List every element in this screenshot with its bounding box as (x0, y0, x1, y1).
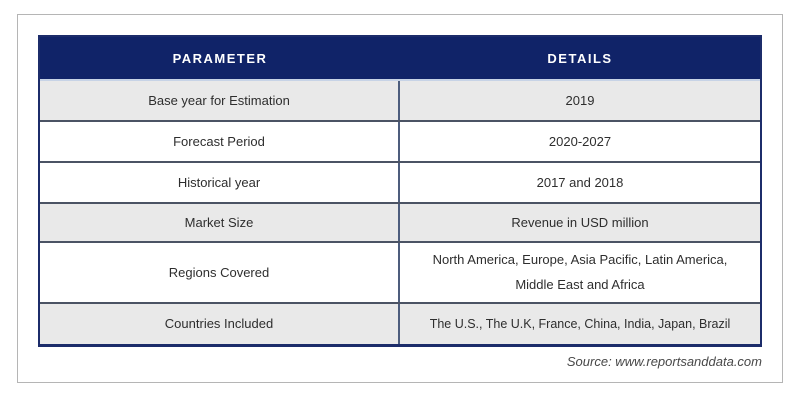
table-row-market-size: Market Size Revenue in USD million (40, 202, 760, 241)
parameter-cell: Market Size (40, 204, 400, 241)
details-cell: The U.S., The U.K, France, China, India,… (429, 316, 731, 331)
details-cell: 2019 (565, 92, 595, 108)
parameter-cell: Base year for Estimation (40, 81, 400, 120)
source-text: Source: www.reportsanddata.com (566, 353, 762, 369)
parameter-cell: Regions Covered (40, 243, 400, 302)
table-row-regions-covered: Regions Covered North America, Europe, A… (40, 241, 760, 302)
table-row-historical-year: Historical year 2017 and 2018 (40, 161, 760, 202)
parameters-table: PARAMETER DETAILS Base year for Estimati… (38, 35, 762, 347)
report-card: PARAMETER DETAILS Base year for Estimati… (17, 14, 783, 383)
table-header-row: PARAMETER DETAILS (40, 37, 760, 79)
header-cell-details: DETAILS (547, 50, 613, 66)
parameter-cell: Forecast Period (40, 122, 400, 161)
details-cell: 2020-2027 (548, 133, 612, 149)
parameter-cell: Countries Included (40, 303, 400, 344)
table-row-forecast-period: Forecast Period 2020-2027 (40, 120, 760, 161)
table-row-countries-included: Countries Included The U.S., The U.K, Fr… (40, 301, 760, 344)
details-cell: Revenue in USD million (511, 214, 649, 230)
parameter-cell: Historical year (40, 163, 400, 202)
details-cell: North America, Europe, Asia Pacific, Lat… (432, 252, 728, 293)
header-cell-parameter: PARAMETER (172, 50, 268, 66)
details-cell: 2017 and 2018 (536, 174, 624, 190)
table-row-base-year: Base year for Estimation 2019 (40, 79, 760, 120)
